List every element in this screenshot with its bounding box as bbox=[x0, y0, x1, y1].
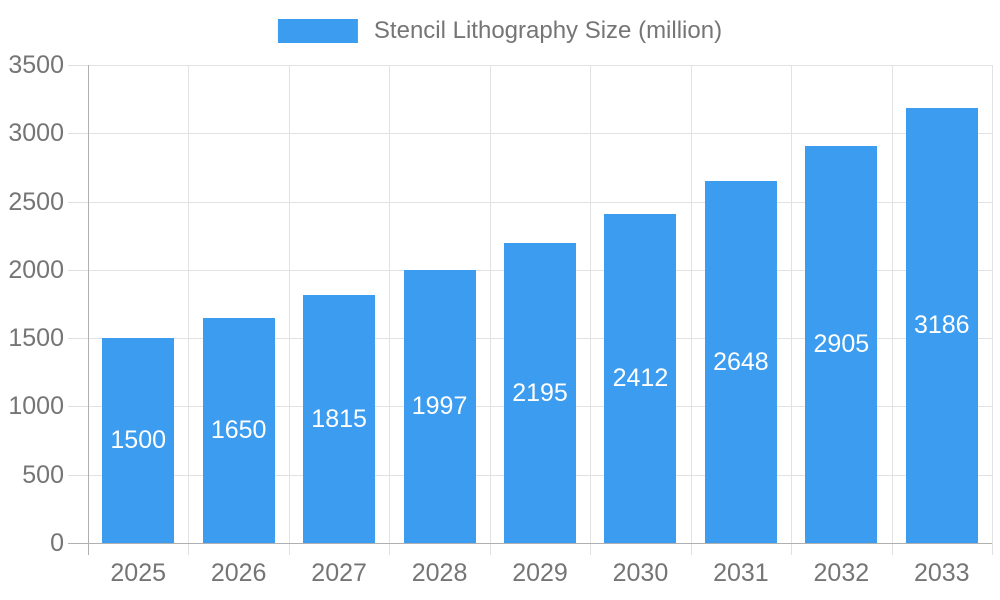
x-axis-tick bbox=[188, 543, 190, 555]
x-axis-tick bbox=[690, 543, 692, 555]
y-axis-tick bbox=[68, 201, 88, 203]
y-axis-tick bbox=[68, 133, 88, 135]
bar[interactable]: 1650 bbox=[202, 317, 275, 543]
gridline-vertical bbox=[288, 65, 290, 543]
x-axis-label: 2032 bbox=[813, 559, 870, 587]
x-axis-label: 2027 bbox=[311, 559, 367, 587]
bar-value-label: 1500 bbox=[110, 426, 167, 455]
x-axis-tick bbox=[489, 543, 491, 555]
gridline-vertical bbox=[188, 65, 190, 543]
gridline-vertical bbox=[389, 65, 391, 543]
y-axis-label: 2000 bbox=[8, 255, 64, 284]
x-axis-label: 2031 bbox=[713, 559, 769, 587]
bar[interactable]: 3186 bbox=[905, 107, 978, 543]
bar-value-label: 2905 bbox=[813, 330, 870, 359]
bar-value-label: 2195 bbox=[512, 378, 568, 407]
bar[interactable]: 2648 bbox=[704, 181, 777, 543]
gridline-vertical bbox=[891, 65, 893, 543]
bar[interactable]: 2905 bbox=[805, 146, 878, 543]
y-axis-tick bbox=[68, 338, 88, 340]
gridline-vertical bbox=[489, 65, 491, 543]
bar[interactable]: 2412 bbox=[604, 213, 677, 543]
bar[interactable]: 1997 bbox=[403, 270, 476, 543]
gridline-horizontal bbox=[88, 65, 992, 66]
bar[interactable]: 1815 bbox=[303, 295, 376, 543]
x-axis-tick bbox=[891, 543, 893, 555]
bar[interactable]: 1500 bbox=[102, 338, 175, 543]
y-axis-tick bbox=[68, 65, 88, 66]
gridline-horizontal bbox=[88, 133, 992, 135]
y-axis-label: 1500 bbox=[8, 324, 64, 353]
bar-value-label: 3186 bbox=[913, 310, 970, 339]
bar-value-label: 1815 bbox=[311, 404, 367, 433]
bar-value-label: 2648 bbox=[713, 347, 769, 376]
legend-label: Stencil Lithography Size (million) bbox=[373, 17, 723, 44]
y-axis-label: 500 bbox=[22, 460, 64, 489]
x-axis-tick bbox=[992, 543, 993, 555]
bar[interactable]: 2195 bbox=[504, 243, 576, 543]
y-axis-label: 0 bbox=[50, 529, 64, 557]
x-axis-label: 2029 bbox=[512, 559, 568, 587]
x-axis-tick bbox=[590, 543, 592, 555]
gridline-vertical bbox=[992, 65, 993, 543]
x-axis-line bbox=[68, 543, 992, 544]
x-axis-label: 2025 bbox=[110, 559, 167, 587]
y-axis-label: 2500 bbox=[8, 187, 64, 216]
x-axis-label: 2026 bbox=[210, 559, 267, 587]
x-axis-tick bbox=[288, 543, 290, 555]
y-axis-line bbox=[88, 65, 89, 555]
y-axis-tick bbox=[68, 474, 88, 476]
x-axis-label: 2033 bbox=[913, 559, 970, 587]
y-axis-label: 3000 bbox=[8, 119, 64, 148]
legend-swatch-icon bbox=[277, 19, 358, 43]
bar-value-label: 1997 bbox=[411, 392, 468, 421]
y-axis-label: 3500 bbox=[8, 51, 64, 79]
legend[interactable]: Stencil Lithography Size (million) bbox=[277, 17, 723, 45]
x-axis-tick bbox=[389, 543, 391, 555]
gridline-vertical bbox=[690, 65, 692, 543]
bar-value-label: 2412 bbox=[612, 363, 669, 392]
gridline-horizontal bbox=[88, 201, 992, 203]
gridline-vertical bbox=[590, 65, 592, 543]
x-axis-label: 2028 bbox=[411, 559, 468, 587]
y-axis-tick bbox=[68, 406, 88, 408]
y-axis-tick bbox=[68, 269, 88, 271]
x-axis-label: 2030 bbox=[612, 559, 669, 587]
gridline-vertical bbox=[791, 65, 793, 543]
bar-value-label: 1650 bbox=[210, 415, 267, 444]
y-axis-label: 1000 bbox=[8, 392, 64, 421]
x-axis-tick bbox=[791, 543, 793, 555]
